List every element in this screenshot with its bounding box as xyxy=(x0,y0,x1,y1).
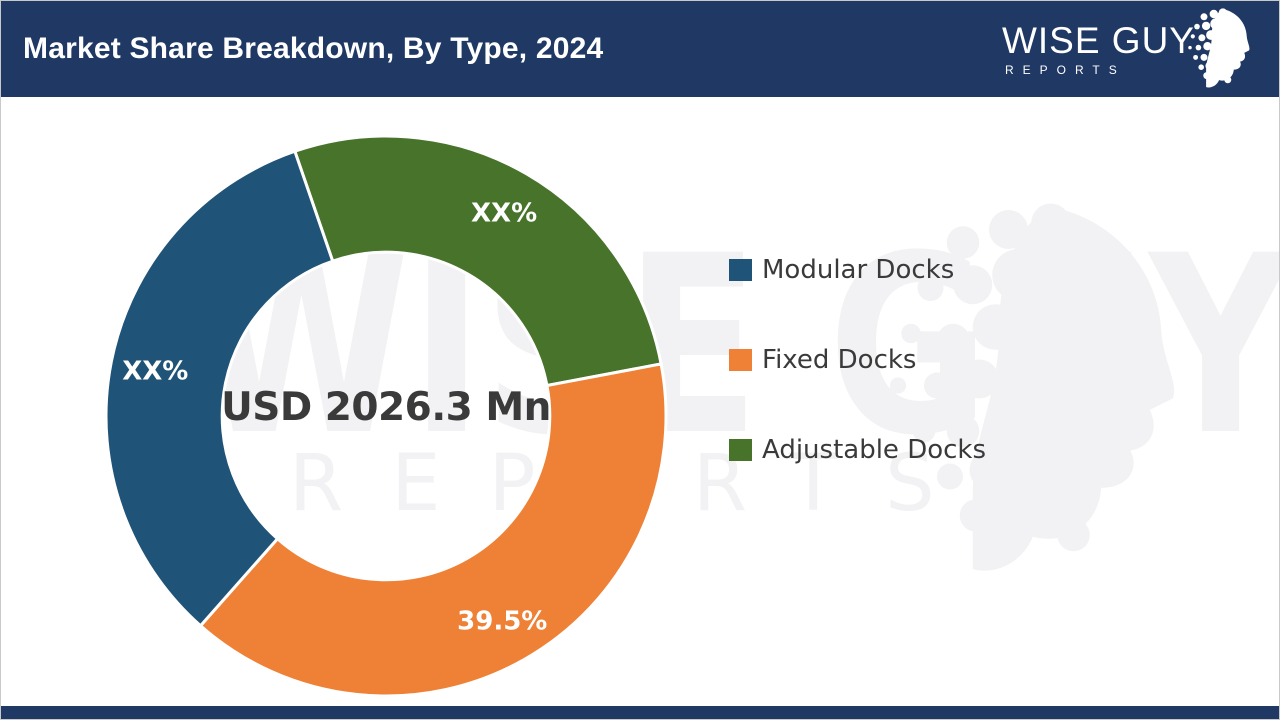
segment-value-label: 39.5% xyxy=(457,607,547,637)
logo-wordmark: WISE GUY xyxy=(1001,19,1195,61)
legend-item-modular-docks: Modular Docks xyxy=(729,253,986,287)
logo-text: WISE GUY REPORTS xyxy=(1002,22,1195,77)
donut-svg: XX% 39.5% XX% xyxy=(104,134,668,698)
chart-legend: Modular Docks Fixed Docks Adjustable Doc… xyxy=(729,253,986,523)
segment-value-label: XX% xyxy=(122,356,188,386)
header-bar: Market Share Breakdown, By Type, 2024 WI… xyxy=(1,1,1279,97)
wiseguy-logo: WISE GUY REPORTS xyxy=(1002,7,1255,91)
donut-segment-modular-docks xyxy=(104,149,335,628)
wiseguy-head-icon xyxy=(1181,7,1255,91)
legend-label: Modular Docks xyxy=(762,255,955,285)
legend-label: Fixed Docks xyxy=(762,345,917,375)
donut-segment-adjustable-docks xyxy=(292,134,663,388)
legend-swatch-modular xyxy=(729,259,752,281)
legend-swatch-fixed xyxy=(729,349,752,371)
donut-chart: XX% 39.5% XX% USD 2026.3 Mn xyxy=(96,126,676,706)
footer-bar xyxy=(1,706,1279,719)
legend-item-adjustable-docks: Adjustable Docks xyxy=(729,433,986,467)
legend-swatch-adjustable xyxy=(729,439,752,461)
segment-value-label: XX% xyxy=(471,199,537,229)
legend-item-fixed-docks: Fixed Docks xyxy=(729,343,986,377)
logo-subtitle: REPORTS xyxy=(1004,62,1126,77)
legend-label: Adjustable Docks xyxy=(762,435,987,465)
page-title: Market Share Breakdown, By Type, 2024 xyxy=(23,32,604,65)
donut-segment-fixed-docks xyxy=(198,362,668,698)
